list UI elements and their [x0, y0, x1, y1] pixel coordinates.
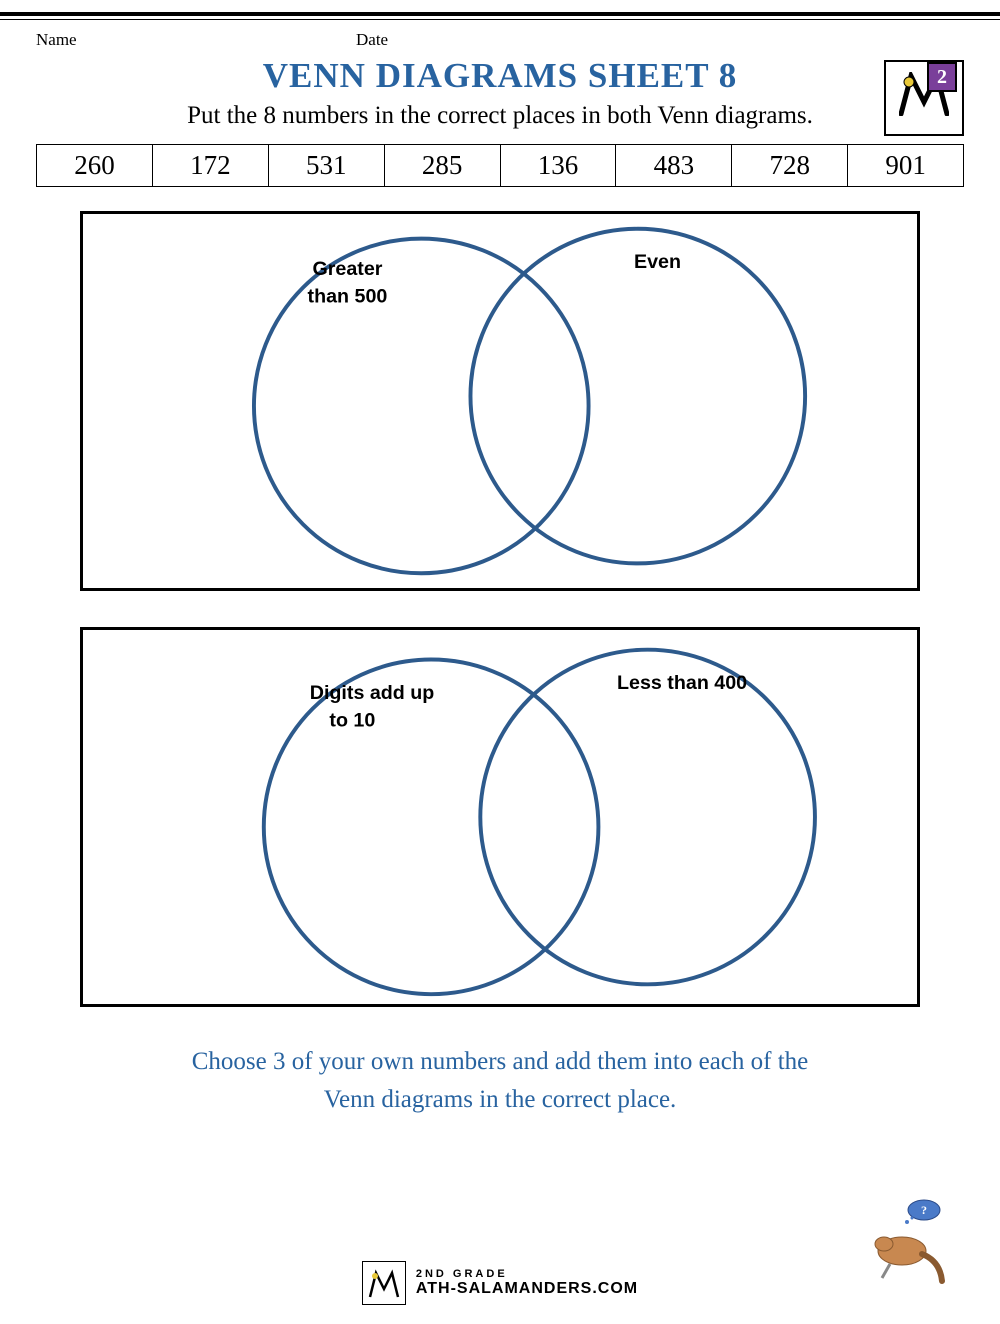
venn-diagram-2: Digits add up to 10 Less than 400 — [80, 627, 920, 1007]
venn1-left-label-line2: than 500 — [308, 286, 388, 308]
venn1-left-label-line1: Greater — [312, 258, 382, 280]
name-label: Name — [36, 30, 356, 50]
footer-site-text: ATH-SALAMANDERS.COM — [416, 1280, 638, 1298]
venn-diagram-1: Greater than 500 Even — [80, 211, 920, 591]
footer-grade-text: 2ND GRADE — [416, 1268, 638, 1280]
venn1-right-label: Even — [634, 251, 681, 273]
footer-brand: 2ND GRADE ATH-SALAMANDERS.COM — [362, 1261, 638, 1305]
logo-m-icon: 2 — [899, 72, 949, 124]
worksheet-page: Name Date 2 VENN DIAGRAMS SHEET 8 Put th… — [0, 30, 1000, 1324]
header-row: Name Date — [36, 30, 964, 50]
number-cell: 901 — [847, 144, 963, 187]
venn2-right-label: Less than 400 — [617, 672, 747, 694]
page-title: VENN DIAGRAMS SHEET 8 — [36, 56, 964, 96]
bottom-line-2: Venn diagrams in the correct place. — [324, 1086, 677, 1113]
grade-logo-badge: 2 — [884, 60, 964, 136]
number-cell: 285 — [384, 144, 500, 187]
number-cell: 172 — [152, 144, 268, 187]
number-cell: 483 — [615, 144, 731, 187]
grade-number-badge: 2 — [927, 62, 957, 92]
footer: 2ND GRADE ATH-SALAMANDERS.COM — [0, 1261, 1000, 1306]
venn2-right-circle — [480, 650, 815, 985]
date-label: Date — [356, 30, 964, 50]
number-cell: 136 — [500, 144, 616, 187]
venn2-left-label-line2: to 10 — [329, 709, 375, 731]
footer-logo-icon — [362, 1261, 406, 1305]
number-cell: 531 — [268, 144, 384, 187]
bottom-instructions: Choose 3 of your own numbers and add the… — [36, 1043, 964, 1118]
number-cell: 728 — [731, 144, 847, 187]
bottom-line-1: Choose 3 of your own numbers and add the… — [192, 1048, 809, 1075]
svg-text:?: ? — [921, 1203, 927, 1217]
number-cell: 260 — [36, 144, 152, 187]
venn1-right-circle — [470, 229, 805, 564]
venn2-left-label-line1: Digits add up — [310, 682, 435, 704]
number-bank-row: 260 172 531 285 136 483 728 901 — [36, 144, 964, 187]
instructions-text: Put the 8 numbers in the correct places … — [36, 102, 964, 130]
page-top-rule — [0, 12, 1000, 20]
venn2-left-circle — [264, 660, 599, 995]
venn1-left-circle — [254, 239, 589, 574]
